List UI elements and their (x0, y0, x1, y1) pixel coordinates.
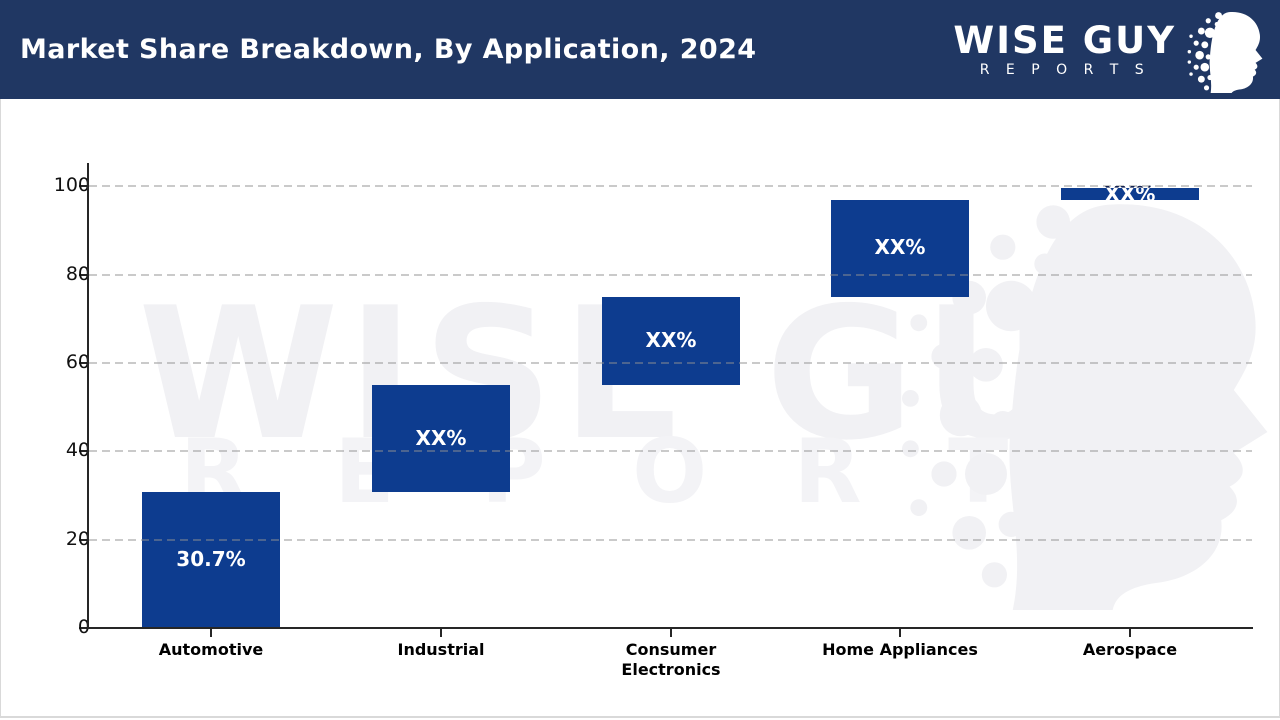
x-tick-1 (210, 629, 212, 637)
chart-title: Market Share Breakdown, By Application, … (20, 34, 757, 65)
bar-automotive (142, 492, 280, 628)
bar-consumer-electronics (602, 296, 740, 386)
y-tick-0 (79, 627, 87, 629)
bar-aerospace (1061, 187, 1199, 200)
y-tick-label-60: 60 (65, 351, 90, 374)
bar-value-label: XX% (645, 327, 697, 352)
bar-value-label-outside: XX% (1104, 181, 1156, 206)
y-tick-label-100: 100 (53, 174, 90, 197)
wiseguy-logo-text: WISE GUY R E P O R T S (953, 22, 1176, 77)
gridline-y100 (89, 185, 1252, 188)
wiseguy-logo-face-icon (1187, 11, 1263, 93)
bar-industrial (372, 385, 510, 493)
x-axis-line (87, 627, 1253, 629)
y-tick-label-80: 80 (65, 262, 90, 285)
category-label-industrial: Industrial (397, 640, 485, 659)
y-axis-line (87, 163, 89, 629)
x-tick-5 (1129, 629, 1131, 637)
header-bar: Market Share Breakdown, By Application, … (0, 0, 1280, 99)
bar-value-label: 30.7% (176, 547, 246, 572)
gridline-y20 (89, 538, 1252, 541)
bar-value-label: XX% (415, 425, 467, 450)
wiseguy-logo: WISE GUY R E P O R T S (953, 7, 1280, 93)
y-tick-40 (79, 450, 87, 453)
y-tick-100 (79, 185, 87, 188)
x-tick-3 (670, 629, 672, 637)
x-tick-2 (440, 629, 442, 637)
category-label-automotive: Automotive (158, 640, 264, 659)
bar-home-appliances (831, 199, 969, 297)
y-tick-60 (79, 362, 87, 365)
y-tick-label-40: 40 (65, 439, 90, 462)
y-tick-20 (79, 538, 87, 541)
gridline-y60 (89, 362, 1252, 365)
bar-value-label: XX% (874, 235, 926, 260)
category-label-home-appliances: Home Appliances (822, 640, 978, 659)
gridline-y80 (89, 273, 1252, 276)
bar-value-label: XX% XX% (1061, 181, 1199, 207)
gridline-y40 (89, 450, 1252, 453)
y-tick-80 (79, 273, 87, 276)
category-label-aerospace: Aerospace (1082, 640, 1178, 659)
logo-name-text: WISE GUY (953, 19, 1176, 62)
y-tick-label-0: 0 (77, 616, 90, 638)
y-tick-label-20: 20 (65, 527, 90, 550)
category-label-consumer-electronics: Consumer Electronics (621, 640, 721, 680)
x-tick-4 (899, 629, 901, 637)
bottom-divider (0, 716, 1280, 718)
logo-tagline-text: R E P O R T S (979, 62, 1150, 78)
bar-value-label-inside: XX% (1104, 181, 1156, 206)
